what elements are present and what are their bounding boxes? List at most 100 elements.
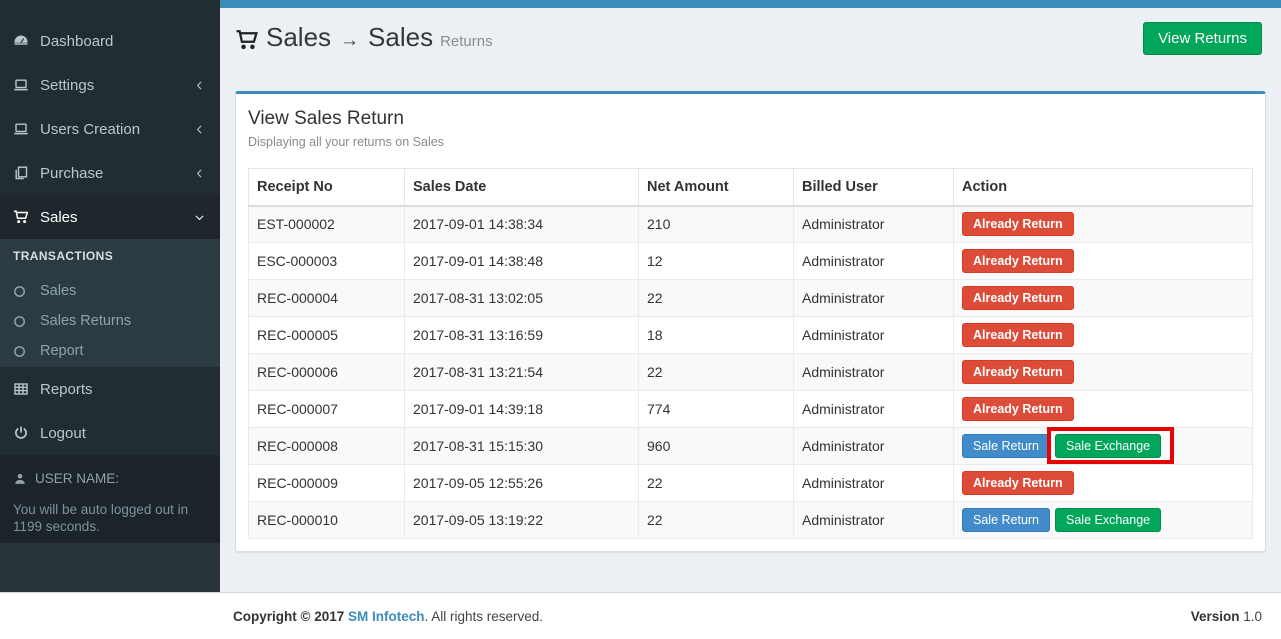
sale-exchange-button[interactable]: Sale Exchange xyxy=(1055,434,1162,458)
sidebar-menu: Dashboard Settings Users Creation Purchase S… xyxy=(0,0,220,239)
receipt-no-cell: REC-000009 xyxy=(248,464,405,502)
sidebar-item-label: Purchase xyxy=(40,164,104,182)
sales-date-cell: 2017-09-01 14:39:18 xyxy=(404,390,639,428)
submenu-item-report[interactable]: Report xyxy=(0,336,220,366)
auto-logout-note-line1: You will be auto logged out in xyxy=(13,502,189,517)
highlight-wrapper: Sale Exchange xyxy=(1047,427,1175,464)
column-header-receipt-no: Receipt No xyxy=(248,168,405,207)
cart-icon xyxy=(10,209,32,225)
footer: Copyright © 2017 SM Infotech. All rights… xyxy=(0,592,1281,639)
laptop-icon xyxy=(10,77,32,93)
sidebar-item-label: Logout xyxy=(40,424,86,442)
version-label: Version xyxy=(1190,608,1240,624)
action-cell: Already Return xyxy=(953,242,1253,280)
receipt-no-cell: REC-000008 xyxy=(248,427,405,465)
action-cell: Already Return xyxy=(953,316,1253,354)
user-panel: USER NAME: You will be auto logged out i… xyxy=(0,455,220,543)
billed-user-cell: Administrator xyxy=(793,279,954,317)
action-cell: Sale Return Sale Exchange xyxy=(953,427,1253,465)
already-return-button[interactable]: Already Return xyxy=(962,286,1074,310)
breadcrumb-section: Sales xyxy=(266,22,332,52)
power-icon xyxy=(10,425,32,441)
circle-outline-icon xyxy=(13,314,31,329)
sidebar-item-settings[interactable]: Settings xyxy=(0,63,220,107)
laptop-icon xyxy=(10,121,32,137)
net-amount-cell: 960 xyxy=(638,427,794,465)
circle-outline-icon xyxy=(13,344,31,359)
sidebar-item-dashboard[interactable]: Dashboard xyxy=(0,19,220,63)
user-icon xyxy=(13,472,27,486)
sidebar-item-label: Dashboard xyxy=(40,32,114,50)
sidebar-item-purchase[interactable]: Purchase xyxy=(0,151,220,195)
sidebar-item-sales[interactable]: Sales xyxy=(0,195,220,239)
sale-exchange-button[interactable]: Sale Exchange xyxy=(1055,508,1162,532)
receipt-no-cell: EST-000002 xyxy=(248,205,405,243)
sales-date-cell: 2017-08-31 13:16:59 xyxy=(404,316,639,354)
sidebar-item-label: Settings xyxy=(40,76,95,94)
table-row: REC-000009 2017-09-05 12:55:26 22 Administr… xyxy=(248,464,1253,502)
sidebar-item-label: Reports xyxy=(40,380,93,398)
submenu-item-sales-returns[interactable]: Sales Returns xyxy=(0,306,220,336)
sidebar-item-label: Users Creation xyxy=(40,120,141,138)
net-amount-cell: 210 xyxy=(638,205,794,243)
table-row: REC-000008 2017-08-31 15:15:30 960 Administ… xyxy=(248,427,1253,465)
auto-logout-note-line2: 1199 seconds. xyxy=(13,519,100,534)
net-amount-cell: 12 xyxy=(638,242,794,280)
sales-date-cell: 2017-08-31 13:21:54 xyxy=(404,353,639,391)
already-return-button[interactable]: Already Return xyxy=(962,360,1074,384)
already-return-button[interactable]: Already Return xyxy=(962,471,1074,495)
submenu-item-label: Sales xyxy=(40,283,77,299)
main-content: Sales → Sales Returns View Returns View … xyxy=(220,0,1281,592)
dashboard-icon xyxy=(10,33,32,49)
table-row: EST-000002 2017-09-01 14:38:34 210 Administ… xyxy=(248,205,1253,243)
sale-return-button[interactable]: Sale Return xyxy=(962,508,1051,532)
action-cell: Already Return xyxy=(953,390,1253,428)
chevron-left-icon xyxy=(193,167,206,180)
table-row: REC-000010 2017-09-05 13:19:22 22 Administr… xyxy=(248,501,1253,539)
view-returns-button[interactable]: View Returns xyxy=(1143,22,1262,55)
sidebar-item-reports[interactable]: Reports xyxy=(0,367,220,411)
breadcrumb-subpage: Returns xyxy=(440,33,493,50)
chevron-down-icon xyxy=(193,211,206,224)
sidebar-item-users-creation[interactable]: Users Creation xyxy=(0,107,220,151)
column-header-billed-user: Billed User xyxy=(793,168,954,207)
billed-user-cell: Administrator xyxy=(793,390,954,428)
sale-return-button[interactable]: Sale Return xyxy=(962,434,1051,458)
table-row: REC-000004 2017-08-31 13:02:05 22 Administr… xyxy=(248,279,1253,317)
circle-outline-icon xyxy=(13,284,31,299)
company-link[interactable]: SM Infotech xyxy=(347,608,425,624)
sales-date-cell: 2017-09-01 14:38:34 xyxy=(404,205,639,243)
already-return-button[interactable]: Already Return xyxy=(962,397,1074,421)
copy-icon xyxy=(10,165,32,181)
sidebar-item-logout[interactable]: Logout xyxy=(0,411,220,455)
sales-date-cell: 2017-08-31 15:15:30 xyxy=(404,427,639,465)
copyright-prefix: Copyright © 2017 xyxy=(233,608,348,624)
already-return-button[interactable]: Already Return xyxy=(962,212,1074,237)
sales-return-panel: View Sales Return Displaying all your re… xyxy=(235,91,1266,552)
sales-date-cell: 2017-09-05 12:55:26 xyxy=(404,464,639,502)
already-return-button[interactable]: Already Return xyxy=(962,323,1074,347)
submenu-item-label: Sales Returns xyxy=(40,313,132,329)
submenu-item-sales[interactable]: Sales xyxy=(0,276,220,306)
arrow-right-icon: → xyxy=(340,30,360,51)
breadcrumb: Sales → Sales Returns xyxy=(235,22,493,53)
net-amount-cell: 22 xyxy=(638,501,794,539)
panel-title: View Sales Return xyxy=(248,108,404,129)
net-amount-cell: 22 xyxy=(638,464,794,502)
sidebar-menu-bottom: Reports Logout xyxy=(0,367,220,455)
receipt-no-cell: REC-000010 xyxy=(248,501,405,539)
table-header-row: Receipt No Sales Date Net Amount Billed Use… xyxy=(248,168,1253,207)
table-row: ESC-000003 2017-09-01 14:38:48 12 Administr… xyxy=(248,242,1253,280)
net-amount-cell: 22 xyxy=(638,353,794,391)
action-cell: Already Return xyxy=(953,279,1253,317)
panel-subtitle: Displaying all your returns on Sales xyxy=(248,135,444,149)
submenu-item-label: Report xyxy=(40,343,84,359)
column-header-action: Action xyxy=(953,168,1253,207)
version-text: Version 1.0 xyxy=(1191,609,1262,624)
already-return-button[interactable]: Already Return xyxy=(962,249,1074,273)
column-header-sales-date: Sales Date xyxy=(404,168,639,207)
sales-submenu: TRANSACTIONS Sales Sales Returns Report xyxy=(0,239,220,367)
table-row: REC-000005 2017-08-31 13:16:59 18 Administr… xyxy=(248,316,1253,354)
chevron-left-icon xyxy=(193,79,206,92)
